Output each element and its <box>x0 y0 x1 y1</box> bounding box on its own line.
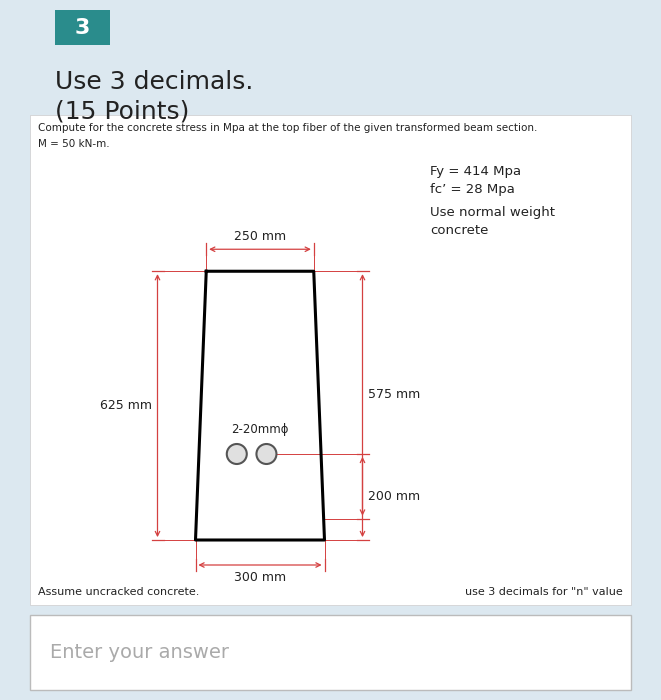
FancyBboxPatch shape <box>30 115 631 605</box>
Text: 2-20mmϕ: 2-20mmϕ <box>231 423 289 436</box>
Text: Assume uncracked concrete.: Assume uncracked concrete. <box>38 587 200 597</box>
FancyBboxPatch shape <box>55 10 110 45</box>
Circle shape <box>256 444 276 464</box>
Text: 575 mm: 575 mm <box>368 389 420 401</box>
Text: 200 mm: 200 mm <box>368 491 420 503</box>
Text: concrete: concrete <box>430 225 488 237</box>
FancyBboxPatch shape <box>30 615 631 690</box>
Text: Fy = 414 Mpa: Fy = 414 Mpa <box>430 165 521 178</box>
Text: Use normal weight: Use normal weight <box>430 206 555 219</box>
Text: 625 mm: 625 mm <box>100 399 153 412</box>
Text: 250 mm: 250 mm <box>234 230 286 244</box>
Text: use 3 decimals for "n" value: use 3 decimals for "n" value <box>465 587 623 597</box>
Text: Compute for the concrete stress in Mpa at the top fiber of the given transformed: Compute for the concrete stress in Mpa a… <box>38 123 537 133</box>
Text: (15 Points): (15 Points) <box>55 100 189 124</box>
Text: Enter your answer: Enter your answer <box>50 643 229 662</box>
Text: 3: 3 <box>74 18 90 38</box>
Text: M = 50 kN-m.: M = 50 kN-m. <box>38 139 110 149</box>
Text: Use 3 decimals.: Use 3 decimals. <box>55 70 253 94</box>
Text: fc’ = 28 Mpa: fc’ = 28 Mpa <box>430 183 515 196</box>
Text: 300 mm: 300 mm <box>234 571 286 584</box>
Circle shape <box>227 444 247 464</box>
